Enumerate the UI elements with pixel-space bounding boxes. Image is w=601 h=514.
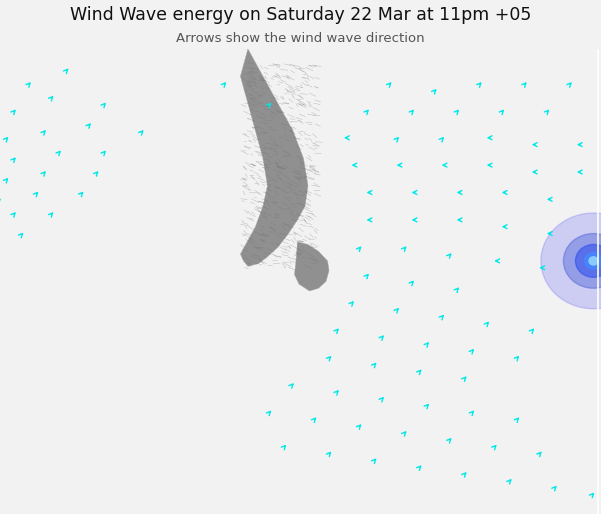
- Circle shape: [564, 233, 601, 288]
- Circle shape: [584, 253, 601, 269]
- Circle shape: [576, 245, 601, 278]
- Circle shape: [541, 213, 601, 309]
- Circle shape: [589, 257, 598, 265]
- Polygon shape: [240, 49, 308, 266]
- Text: Wind Wave energy on Saturday 22 Mar at 11pm +05: Wind Wave energy on Saturday 22 Mar at 1…: [70, 6, 531, 24]
- Polygon shape: [294, 242, 329, 291]
- Text: Arrows show the wind wave direction: Arrows show the wind wave direction: [176, 31, 425, 45]
